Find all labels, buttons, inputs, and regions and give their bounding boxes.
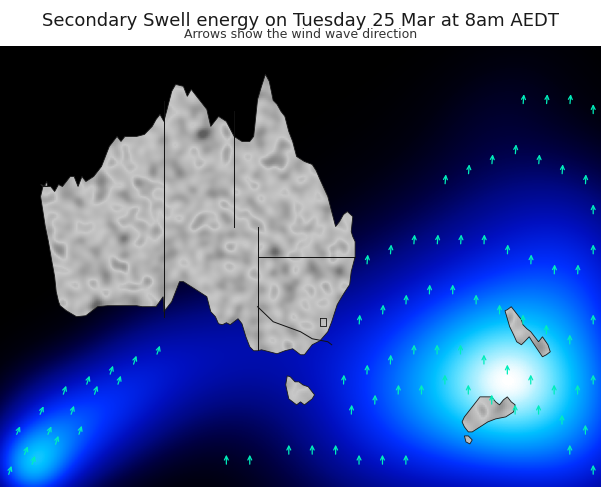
Text: Arrows show the wind wave direction: Arrows show the wind wave direction — [184, 28, 417, 41]
Text: Secondary Swell energy on Tuesday 25 Mar at 8am AEDT: Secondary Swell energy on Tuesday 25 Mar… — [42, 12, 559, 30]
